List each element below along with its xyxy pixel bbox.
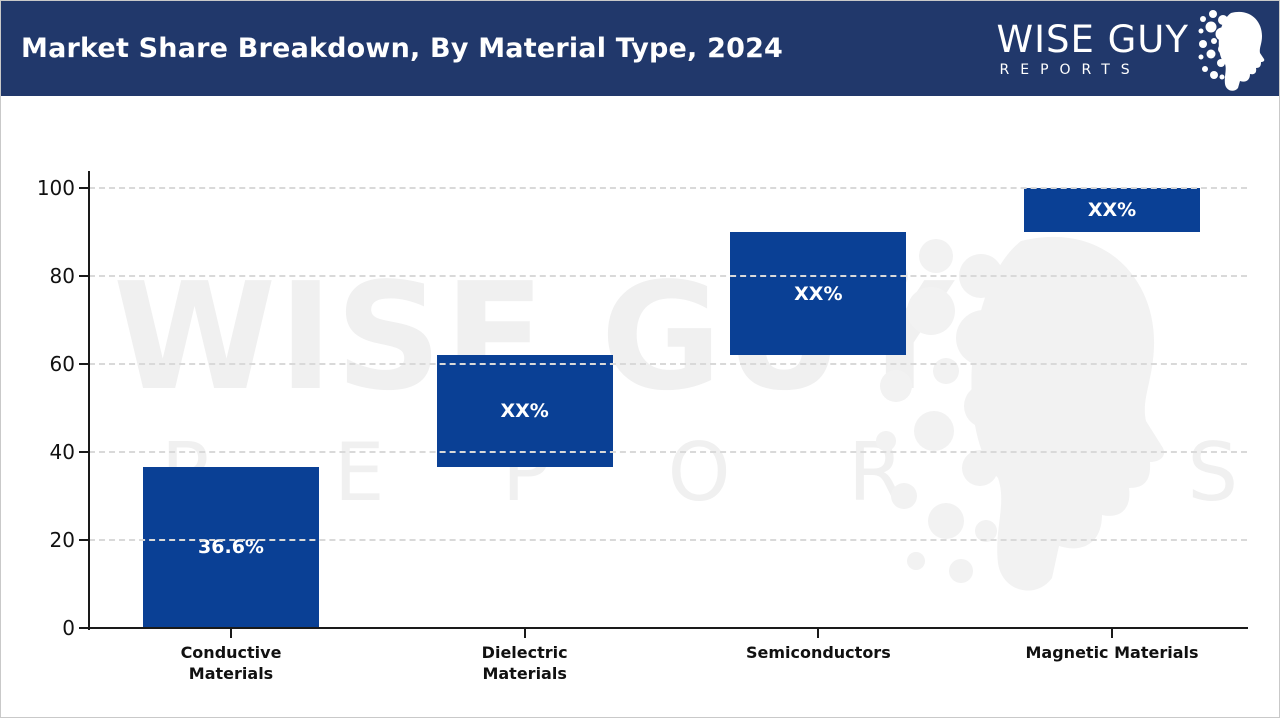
y-tick-label-80: 80 (49, 264, 75, 288)
y-tick-label-0: 0 (62, 616, 75, 640)
page-title: Market Share Breakdown, By Material Type… (21, 33, 784, 64)
x-axis (88, 627, 1248, 629)
y-tick-60 (79, 363, 88, 365)
bar-value-label: 36.6% (198, 536, 264, 559)
gridline-60 (89, 363, 1247, 365)
logo-subtitle: REPORTS (999, 61, 1141, 78)
gridline-40 (89, 451, 1247, 453)
header: Market Share Breakdown, By Material Type… (1, 1, 1279, 96)
y-tick-100 (79, 187, 88, 189)
wiseguy-logo: WISE GUY REPORTS (997, 7, 1265, 91)
y-tick-label-40: 40 (49, 440, 75, 464)
category-label-line: Materials (188, 664, 274, 683)
wiseguy-logo-text: WISE GUY REPORTS (997, 21, 1189, 77)
y-tick-20 (79, 539, 88, 541)
bar-magnetic-materials: XX% (1024, 188, 1200, 232)
category-label-line: Semiconductors (745, 643, 891, 662)
y-tick-label-20: 20 (49, 528, 75, 552)
y-tick-label-60: 60 (49, 352, 75, 376)
gridline-80 (89, 275, 1247, 277)
category-label-line: Conductive (180, 643, 282, 662)
category-label-1: Dielectric Materials (395, 642, 655, 684)
x-tick-3 (1111, 628, 1113, 638)
x-tick-2 (817, 628, 820, 638)
x-tick-1 (523, 628, 526, 638)
category-label-line: Dielectric (481, 643, 568, 662)
y-axis (88, 171, 90, 630)
x-tick-0 (230, 628, 232, 638)
category-label-line: Materials (482, 664, 567, 683)
bar-value-label: XX% (500, 400, 549, 423)
category-label-3: Magnetic Materials (982, 642, 1242, 663)
y-tick-80 (79, 275, 88, 277)
category-label-line: Magnetic Materials (1025, 643, 1199, 662)
bar-conductive-materials: 36.6% (143, 466, 319, 628)
gridline-100 (89, 187, 1247, 189)
bar-dielectric-materials: XX% (436, 355, 613, 467)
gridline-20 (89, 539, 1247, 541)
logo-wordmark: WISE GUY (996, 17, 1189, 61)
category-label-0: Conductive Materials (101, 642, 361, 684)
y-tick-40 (79, 451, 88, 453)
y-tick-label-100: 100 (36, 176, 75, 200)
wiseguy-head-icon (1198, 9, 1265, 91)
bar-value-label: XX% (794, 282, 843, 305)
y-tick-0 (79, 627, 88, 629)
bar-semiconductors: XX% (730, 232, 907, 356)
category-label-2: Semiconductors (688, 642, 948, 663)
bar-value-label: XX% (1087, 199, 1137, 221)
